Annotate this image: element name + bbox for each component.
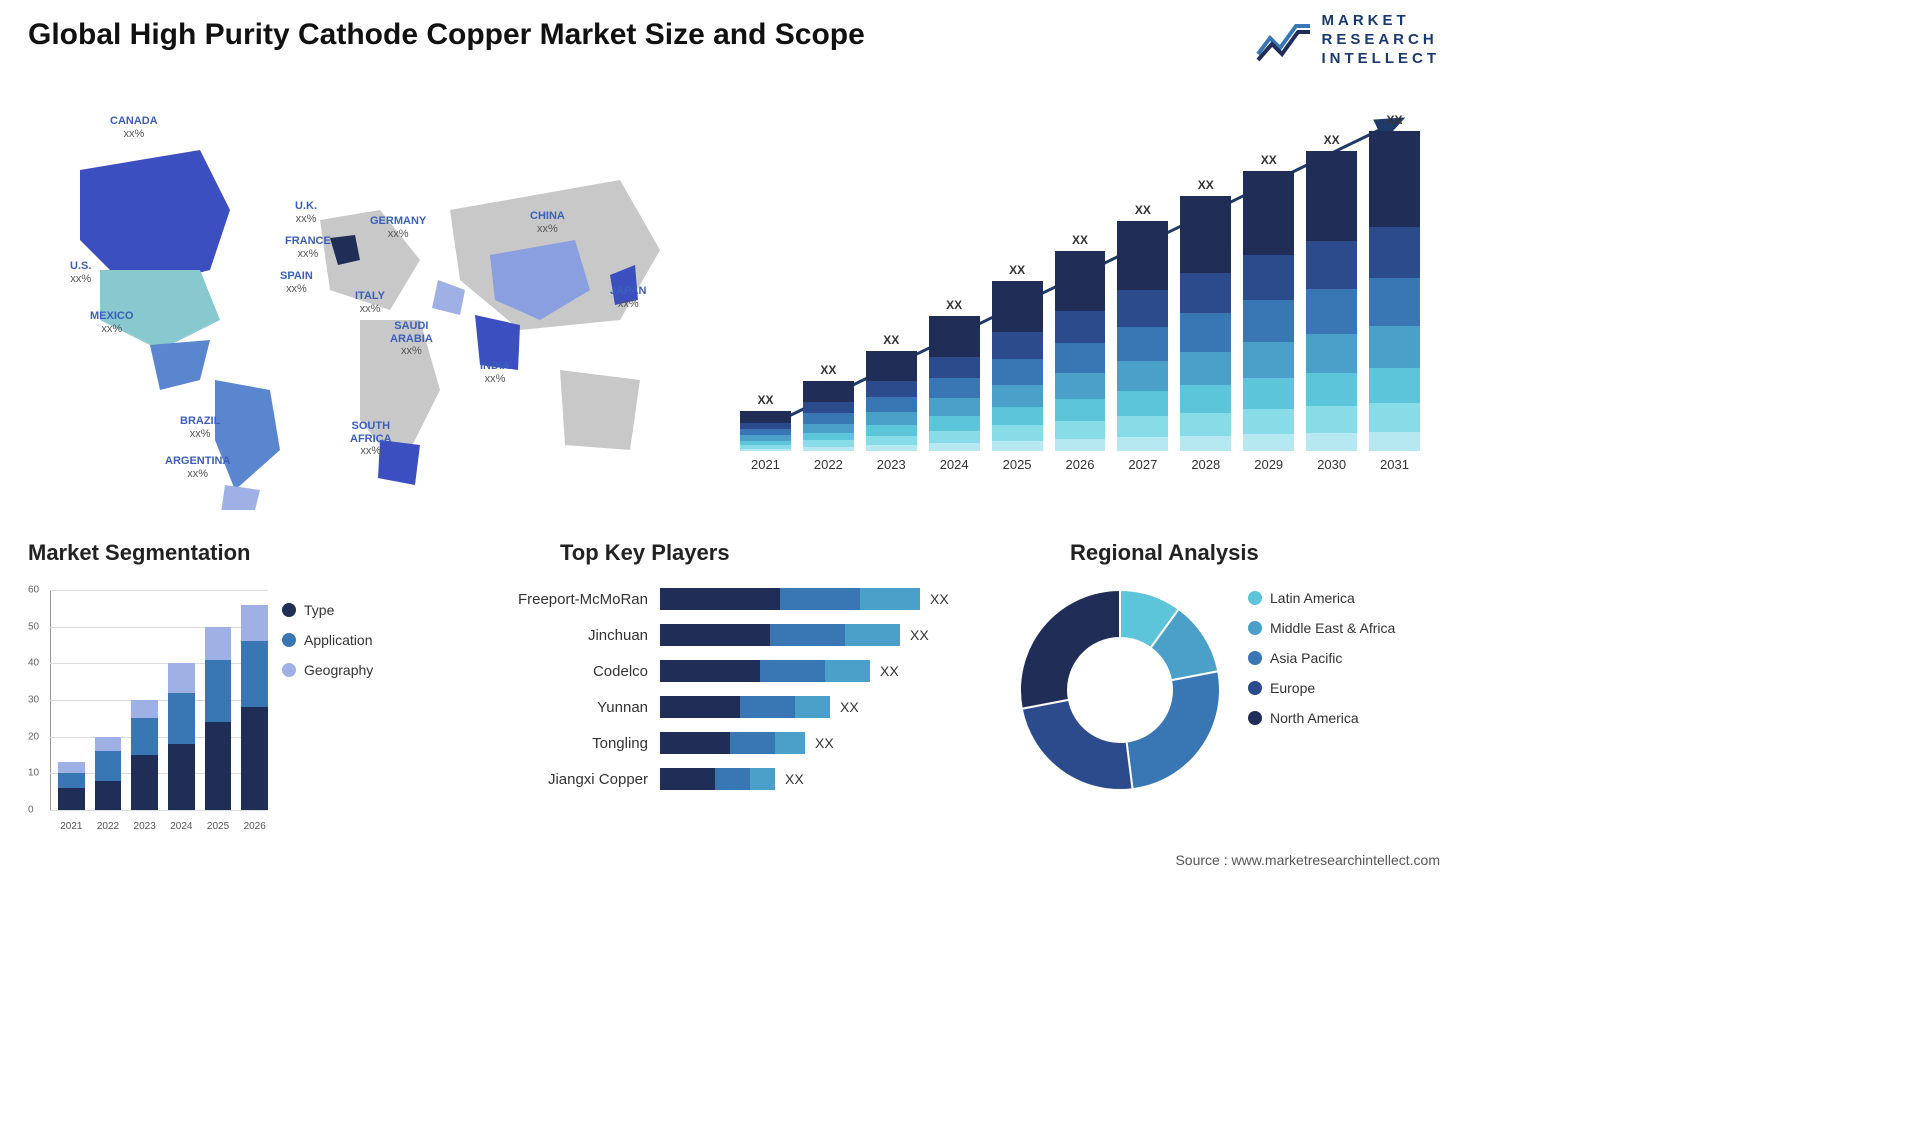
player-row: Freeport-McMoRanXX [500,588,990,610]
regional-title: Regional Analysis [1070,540,1259,566]
seg-bar [58,762,85,810]
seg-bar [131,700,158,810]
map-label: SOUTHAFRICAxx% [350,420,392,458]
growth-bar: XX2028 [1180,178,1231,472]
segmentation-legend: Type Application Geography [282,602,373,692]
growth-bar: XX2027 [1117,203,1168,472]
map-label: CHINAxx% [530,210,565,235]
map-label: U.S.xx% [70,260,91,285]
map-label: ARGENTINAxx% [165,455,230,480]
legend-item: Application [282,632,373,648]
legend-item: Geography [282,662,373,678]
growth-bar: XX2029 [1243,153,1294,472]
map-label: ITALYxx% [355,290,385,315]
regional-donut [1010,580,1230,800]
regional-legend: Latin America Middle East & Africa Asia Pa… [1248,590,1395,740]
segmentation-title: Market Segmentation [28,540,251,566]
growth-bar: XX2030 [1306,133,1357,472]
map-label: FRANCExx% [285,235,331,260]
source-text: Source : www.marketresearchintellect.com [1175,852,1440,868]
player-row: Jiangxi CopperXX [500,768,990,790]
donut-slice [1020,590,1120,709]
seg-bar [205,627,232,810]
map-label: INDIAxx% [480,360,510,385]
segmentation-chart: 0102030405060202120222023202420252026 [28,580,268,840]
seg-bar [95,737,122,810]
seg-bar [168,663,195,810]
growth-bar: XX2022 [803,363,854,472]
players-title: Top Key Players [560,540,730,566]
world-map: CANADAxx% U.S.xx% MEXICOxx% BRAZILxx% ARGENT… [20,90,700,510]
donut-slice [1022,700,1133,790]
growth-bar: XX2023 [866,333,917,472]
player-row: YunnanXX [500,696,990,718]
legend-item: Type [282,602,373,618]
logo-icon [1256,18,1312,62]
legend-item: Asia Pacific [1248,650,1395,666]
map-label: CANADAxx% [110,115,158,140]
map-label: MEXICOxx% [90,310,133,335]
player-row: TonglingXX [500,732,990,754]
growth-bar: XX2024 [929,298,980,472]
legend-item: North America [1248,710,1395,726]
map-label: U.K.xx% [295,200,317,225]
legend-item: Europe [1248,680,1395,696]
seg-bar [241,605,268,810]
logo-text: MARKET RESEARCH INTELLECT [1322,12,1441,68]
legend-item: Middle East & Africa [1248,620,1395,636]
donut-slice [1127,671,1220,789]
growth-bar: XX2031 [1369,113,1420,472]
page-title: Global High Purity Cathode Copper Market… [28,18,865,52]
map-label: JAPANxx% [610,285,646,310]
map-label: SPAINxx% [280,270,313,295]
growth-bar: XX2021 [740,393,791,472]
growth-bar: XX2026 [1055,233,1106,472]
map-label: SAUDIARABIAxx% [390,320,433,358]
brand-logo: MARKET RESEARCH INTELLECT [1256,12,1441,68]
map-label: BRAZILxx% [180,415,220,440]
legend-item: Latin America [1248,590,1395,606]
player-row: CodelcoXX [500,660,990,682]
growth-bar-chart: XX2021XX2022XX2023XX2024XX2025XX2026XX20… [740,100,1420,500]
key-players-chart: Freeport-McMoRanXX JinchuanXX CodelcoXX Yun… [500,588,990,804]
player-row: JinchuanXX [500,624,990,646]
growth-bar: XX2025 [992,263,1043,472]
map-label: GERMANYxx% [370,215,426,240]
